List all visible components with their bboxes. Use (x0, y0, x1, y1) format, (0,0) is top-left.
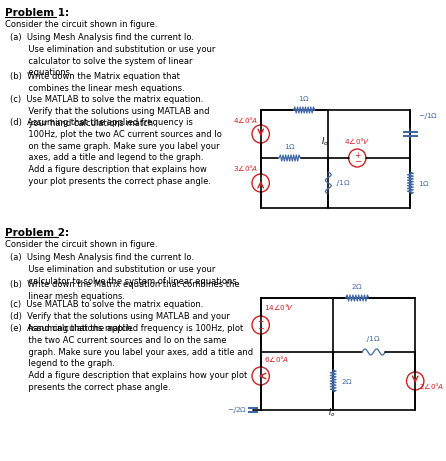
Text: Problem 1:: Problem 1: (5, 8, 69, 18)
Text: +: + (354, 150, 360, 160)
Text: −: − (257, 325, 264, 333)
Text: $1\Omega$: $1\Omega$ (298, 94, 310, 103)
Text: $-j1\Omega$: $-j1\Omega$ (418, 111, 438, 121)
Text: $I_o$: $I_o$ (321, 136, 328, 148)
Text: $2\Omega$: $2\Omega$ (351, 282, 363, 291)
Text: $-j2\Omega$: $-j2\Omega$ (227, 405, 247, 415)
Text: Consider the circuit shown in figure.: Consider the circuit shown in figure. (5, 20, 157, 29)
Text: Problem 2:: Problem 2: (5, 228, 69, 238)
Text: $4\angle0°\!A$: $4\angle0°\!A$ (233, 115, 258, 125)
Text: Consider the circuit shown in figure.: Consider the circuit shown in figure. (5, 240, 157, 249)
Text: $j1\Omega$: $j1\Omega$ (366, 334, 381, 344)
Text: (a)  Using Mesh Analysis find the current Io.
       Use elimination and substit: (a) Using Mesh Analysis find the current… (10, 33, 215, 77)
Text: $6\angle0°\!A$: $6\angle0°\!A$ (264, 354, 288, 364)
Text: $14\angle0°\!V$: $14\angle0°\!V$ (264, 302, 294, 312)
Text: −: − (354, 158, 361, 166)
Text: $j1\Omega$: $j1\Omega$ (336, 178, 351, 188)
Text: $3\angle0°\!A$: $3\angle0°\!A$ (233, 163, 258, 173)
Text: $2\Omega$: $2\Omega$ (341, 377, 353, 385)
Text: $1\Omega$: $1\Omega$ (284, 142, 296, 151)
Text: $2\angle0°\!A$: $2\angle0°\!A$ (419, 381, 444, 391)
Text: (c)  Use MATLAB to solve the matrix equation.
       Verify that the solutions u: (c) Use MATLAB to solve the matrix equat… (10, 95, 209, 128)
Text: (e)  Assuming that the applied frequency is 100Hz, plot
       the two AC curren: (e) Assuming that the applied frequency … (10, 324, 253, 392)
Text: (b)  Write down the Matrix equation that combines the
       linear mesh equatio: (b) Write down the Matrix equation that … (10, 280, 240, 301)
Text: +: + (257, 318, 264, 326)
Text: (b)  Write down the Matrix equation that
       combines the linear mesh equatio: (b) Write down the Matrix equation that … (10, 72, 184, 93)
Text: (d)  Assuming that the applied frequency is
       100Hz, plot the two AC curren: (d) Assuming that the applied frequency … (10, 118, 222, 186)
Text: (a)  Using Mesh Analysis find the current Io.
       Use elimination and substit: (a) Using Mesh Analysis find the current… (10, 253, 239, 286)
Text: $4\angle0°\!V$: $4\angle0°\!V$ (344, 136, 370, 146)
Text: (c)  Use MATLAB to solve the matrix equation.: (c) Use MATLAB to solve the matrix equat… (10, 300, 203, 309)
Text: (d)  Verify that the solutions using MATLAB and your
       hand calculations ma: (d) Verify that the solutions using MATL… (10, 312, 230, 333)
Text: $1\Omega$: $1\Omega$ (418, 178, 430, 188)
Text: $I_o$: $I_o$ (327, 407, 335, 419)
